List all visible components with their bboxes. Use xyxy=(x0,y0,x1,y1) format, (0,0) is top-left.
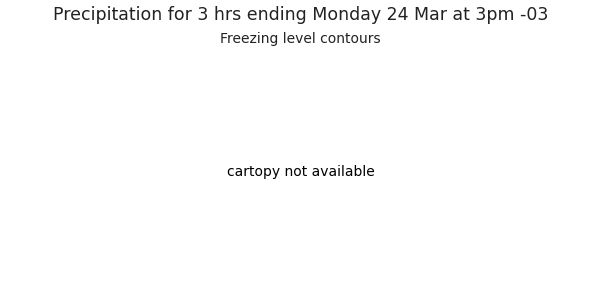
Text: Precipitation for 3 hrs ending Monday 24 Mar at 3pm -03: Precipitation for 3 hrs ending Monday 24… xyxy=(53,6,548,24)
Text: Freezing level contours: Freezing level contours xyxy=(220,32,381,46)
Text: cartopy not available: cartopy not available xyxy=(227,165,374,179)
